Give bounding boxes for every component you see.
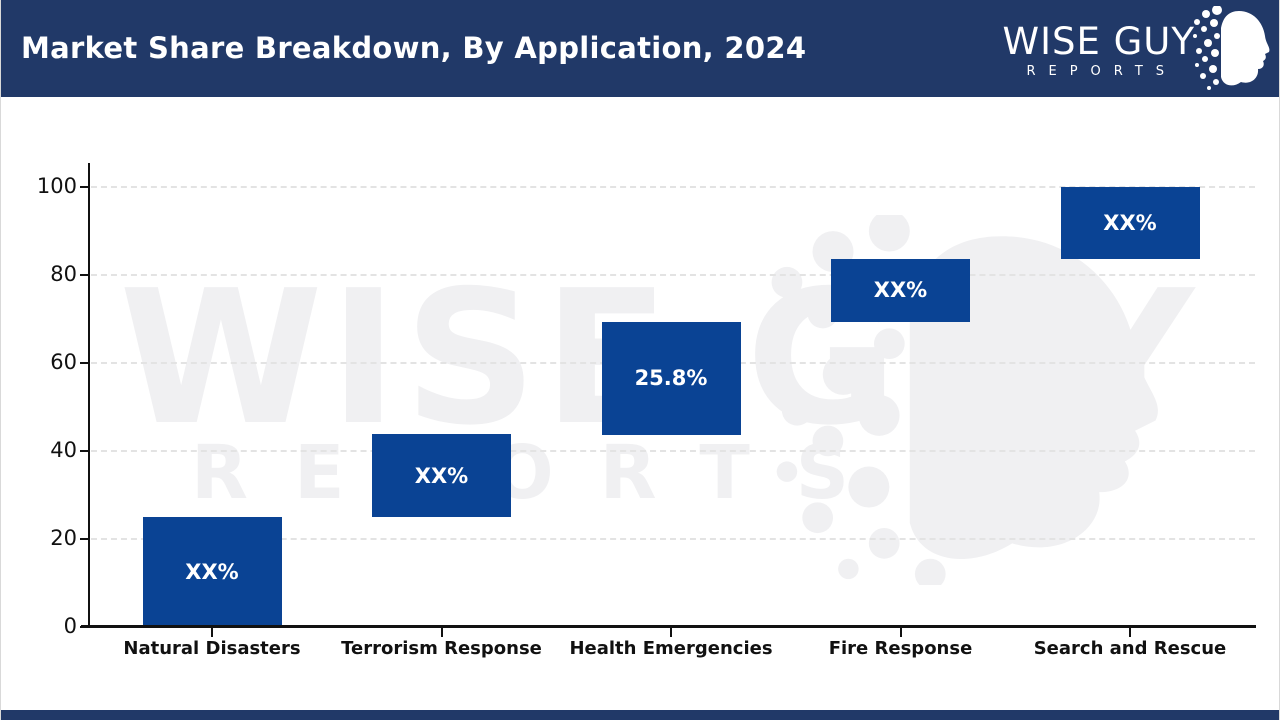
bar-segment: XX% xyxy=(142,517,282,627)
y-axis-line xyxy=(88,163,90,628)
grid-line xyxy=(91,538,1255,540)
category-label: Search and Rescue xyxy=(1033,638,1227,659)
logo-text: WISE GUY REPORTS xyxy=(1003,20,1195,79)
footer-bar xyxy=(1,710,1279,720)
y-tick-mark xyxy=(80,450,89,452)
chart-title: Market Share Breakdown, By Application, … xyxy=(21,31,807,65)
x-tick-mark xyxy=(440,628,443,637)
y-tick-label: 0 xyxy=(63,614,77,638)
bar-value-label: XX% xyxy=(1103,211,1157,236)
bar-value-label: 25.8% xyxy=(634,366,708,391)
y-tick-mark xyxy=(80,362,89,364)
logo-face-icon xyxy=(1193,6,1270,90)
bar-segment: XX% xyxy=(1060,187,1200,260)
logo-wordmark: WISE GUY xyxy=(1002,20,1195,63)
watermark-subtext: REPORTS xyxy=(191,430,896,516)
x-tick-mark xyxy=(211,628,213,637)
y-tick-mark xyxy=(80,538,89,540)
y-tick-label: 80 xyxy=(50,262,77,286)
y-tick-mark xyxy=(80,186,89,188)
grid-line xyxy=(91,186,1255,188)
wiseguy-logo: WISE GUY REPORTS xyxy=(1003,6,1270,92)
bar-value-label: XX% xyxy=(185,560,239,584)
y-tick-label: 100 xyxy=(36,174,77,198)
bar-segment: XX% xyxy=(372,434,511,517)
y-tick-label: 60 xyxy=(50,350,77,374)
y-tick-label: 40 xyxy=(50,438,77,462)
y-tick-label: 20 xyxy=(50,526,77,550)
category-label: Natural Disasters xyxy=(123,638,301,659)
category-label: Fire Response xyxy=(828,638,973,659)
y-tick-mark xyxy=(80,274,89,276)
x-tick-mark xyxy=(1129,628,1131,637)
bar-segment: 25.8% xyxy=(601,321,741,436)
category-label: Terrorism Response xyxy=(341,638,542,659)
logo-subtext: REPORTS xyxy=(1026,64,1178,79)
bar-value-label: XX% xyxy=(873,278,928,303)
category-label: Health Emergencies xyxy=(569,638,773,659)
bar-value-label: XX% xyxy=(414,463,469,488)
x-tick-mark xyxy=(670,628,672,637)
grid-line xyxy=(91,450,1255,452)
grid-line xyxy=(91,274,1255,276)
bar-segment: XX% xyxy=(831,259,970,322)
x-tick-mark xyxy=(899,628,902,637)
x-axis-line xyxy=(81,625,1256,628)
header-bar: Market Share Breakdown, By Application, … xyxy=(1,0,1279,97)
